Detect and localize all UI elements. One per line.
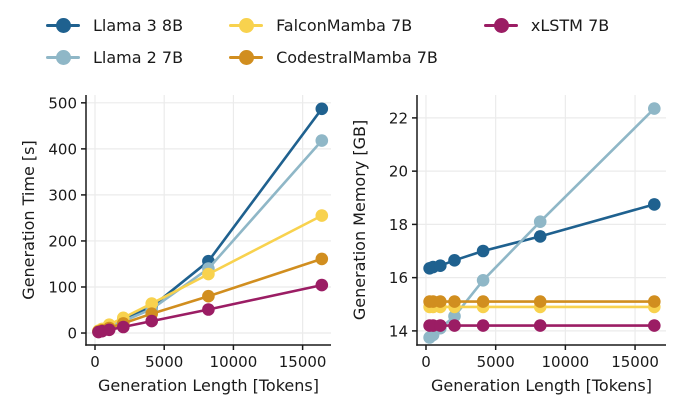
generation-time-chart: 0 5000 10000 15000 0 100 200 300 400 500 Generatio… xyxy=(19,94,331,395)
y-tick-label: 300 xyxy=(48,186,77,204)
data-point xyxy=(315,102,329,116)
series-line-llama-2-7b xyxy=(97,139,324,333)
y-tick-label: 16 xyxy=(389,269,408,287)
data-point xyxy=(448,295,461,308)
data-point xyxy=(476,295,490,308)
data-point xyxy=(145,297,158,310)
legend-label: CodestralMamba 7B xyxy=(276,48,438,67)
data-point xyxy=(102,323,116,337)
data-point xyxy=(648,295,661,308)
data-point xyxy=(434,319,447,332)
legend-label: Llama 3 8B xyxy=(93,16,184,35)
legend-item-4: xLSTM 7B xyxy=(483,12,610,39)
y-tick-label: 20 xyxy=(389,163,408,181)
data-point xyxy=(476,244,490,258)
x-tick-label: 10000 xyxy=(210,353,258,371)
legend-item-2: FalconMamba 7B xyxy=(229,12,438,39)
x-tick-label: 5000 xyxy=(145,353,183,371)
data-point xyxy=(648,102,661,115)
y-axis-label: Generation Memory [GB] xyxy=(350,120,369,320)
y-tick-label: 400 xyxy=(48,140,77,158)
legend-item-3: CodestralMamba 7B xyxy=(229,44,438,71)
data-point xyxy=(315,252,329,266)
chart-legend: Llama 3 8B Llama 2 7B FalconMamba 7B Codest… xyxy=(46,12,609,71)
data-point xyxy=(533,319,547,332)
legend-marker-icon xyxy=(46,18,80,33)
data-point xyxy=(202,303,215,316)
legend-marker-icon xyxy=(46,50,80,65)
y-tick-label: 22 xyxy=(389,109,408,127)
data-point xyxy=(476,274,490,287)
data-point xyxy=(648,319,661,332)
x-tick-label: 5000 xyxy=(477,353,515,371)
y-tick-label: 500 xyxy=(48,94,77,112)
data-point xyxy=(448,254,461,267)
x-tick-label: 15000 xyxy=(611,353,659,371)
data-point xyxy=(202,267,215,281)
data-point xyxy=(648,198,661,211)
legend-label: xLSTM 7B xyxy=(530,16,610,35)
data-point xyxy=(145,314,158,328)
x-tick-label: 0 xyxy=(90,353,100,371)
data-point xyxy=(117,320,130,334)
legend-item-0: Llama 3 8B xyxy=(46,12,183,39)
x-tick-label: 10000 xyxy=(542,353,590,371)
legend-marker-icon xyxy=(229,18,264,33)
data-point xyxy=(315,209,329,222)
x-axis-label: Generation Length [Tokens] xyxy=(431,376,652,395)
legend-marker-icon xyxy=(229,50,264,65)
data-point xyxy=(434,295,447,308)
y-tick-label: 100 xyxy=(48,278,77,296)
data-point xyxy=(434,259,447,272)
y-tick-label: 200 xyxy=(48,232,77,250)
x-tick-label: 15000 xyxy=(279,353,327,371)
y-tick-label: 18 xyxy=(389,216,408,234)
legend-marker-icon xyxy=(483,18,518,33)
data-point xyxy=(533,230,547,243)
legend-label: Llama 2 7B xyxy=(93,48,184,67)
data-point xyxy=(448,309,461,323)
data-point xyxy=(476,319,490,332)
data-point xyxy=(315,134,329,147)
x-axis-label: Generation Length [Tokens] xyxy=(98,376,319,395)
data-point xyxy=(533,215,547,228)
y-tick-label: 0 xyxy=(67,325,77,343)
data-point xyxy=(202,289,215,303)
x-tick-label: 0 xyxy=(421,353,431,371)
legend-item-1: Llama 2 7B xyxy=(46,44,183,71)
y-tick-label: 14 xyxy=(389,322,408,340)
generation-memory-chart: 0 5000 10000 15000 14 16 18 20 22 Generation Leng… xyxy=(350,95,666,395)
data-point xyxy=(448,319,461,332)
legend-label: FalconMamba 7B xyxy=(276,16,413,35)
data-point xyxy=(315,278,329,292)
data-point xyxy=(533,295,547,308)
y-axis-label: Generation Time [s] xyxy=(19,140,38,299)
